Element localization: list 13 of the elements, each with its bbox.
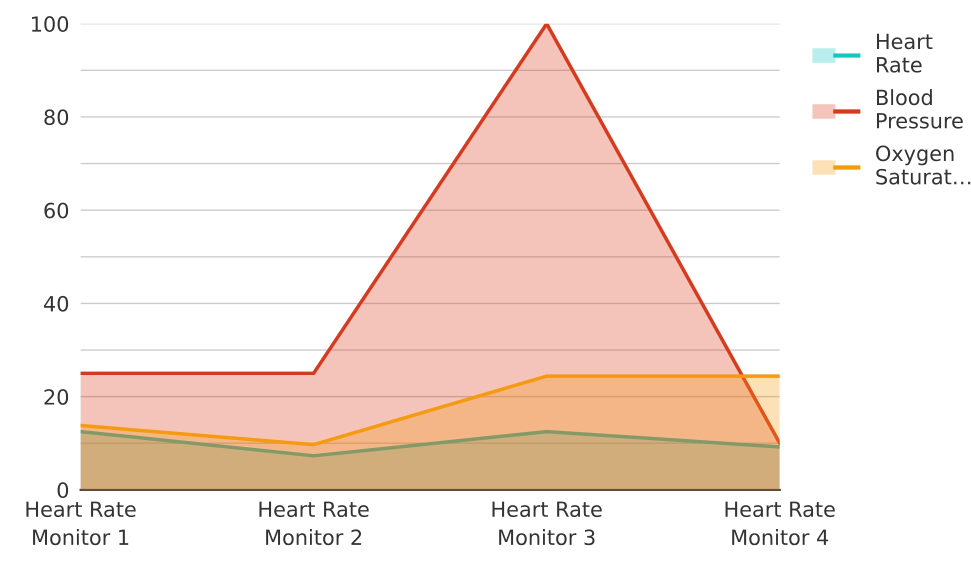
x-tick-label: Heart Rate Monitor 1 (26, 502, 136, 546)
y-tick-label: 0 (58, 482, 68, 498)
y-tick-label: 40 (44, 296, 68, 312)
y-tick-label: 60 (44, 202, 68, 218)
y-tick-label: 80 (44, 109, 68, 126)
legend-label: Blood Pressure (876, 89, 963, 129)
x-tick-label: Heart Rate Monitor 2 (259, 502, 369, 546)
y-tick-label: 20 (44, 389, 68, 405)
legend-label: Heart Rate (876, 34, 932, 73)
y-tick-label: 100 (32, 16, 68, 32)
x-tick-label: Heart Rate Monitor 3 (492, 502, 602, 546)
x-tick-label: Heart Rate Monitor 4 (726, 502, 835, 546)
legend-label: Oxygen Saturat… (876, 146, 970, 185)
